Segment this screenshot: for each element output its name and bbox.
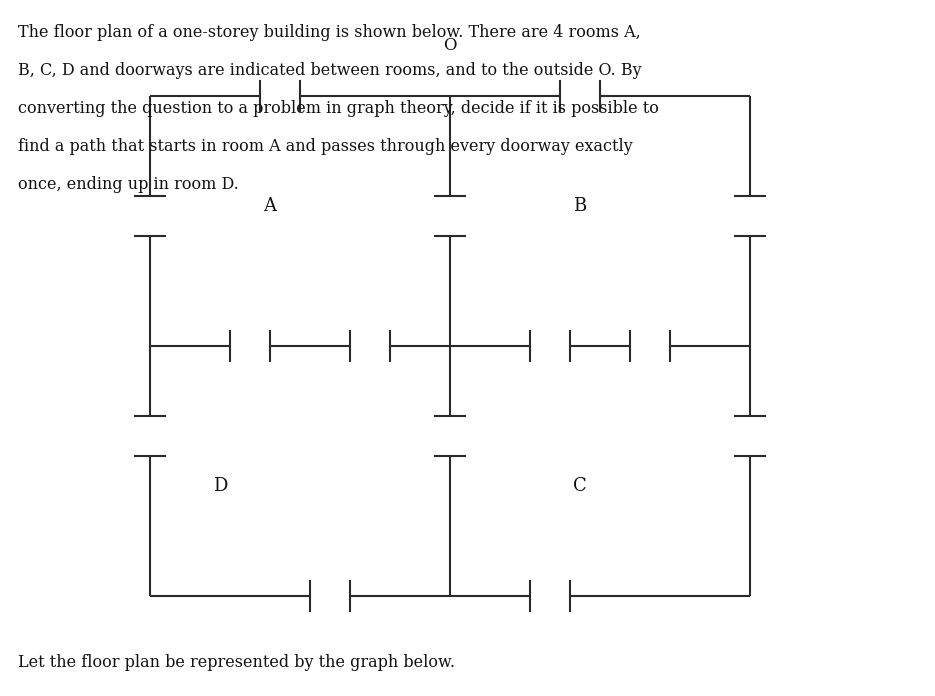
Text: O: O: [443, 38, 457, 54]
Text: The floor plan of a one-storey building is shown below. There are 4 rooms A,: The floor plan of a one-storey building …: [18, 24, 640, 41]
Text: B: B: [573, 197, 586, 215]
Text: converting the question to a problem in graph theory, decide if it is possible t: converting the question to a problem in …: [18, 100, 659, 117]
Text: find a path that starts in room A and passes through every doorway exactly: find a path that starts in room A and pa…: [18, 138, 633, 155]
Text: C: C: [573, 477, 587, 495]
Text: B, C, D and doorways are indicated between rooms, and to the outside O. By: B, C, D and doorways are indicated betwe…: [18, 62, 641, 79]
Text: D: D: [213, 477, 227, 495]
Text: Let the floor plan be represented by the graph below.: Let the floor plan be represented by the…: [18, 654, 455, 671]
Text: A: A: [264, 197, 277, 215]
Text: once, ending up in room D.: once, ending up in room D.: [18, 176, 238, 193]
